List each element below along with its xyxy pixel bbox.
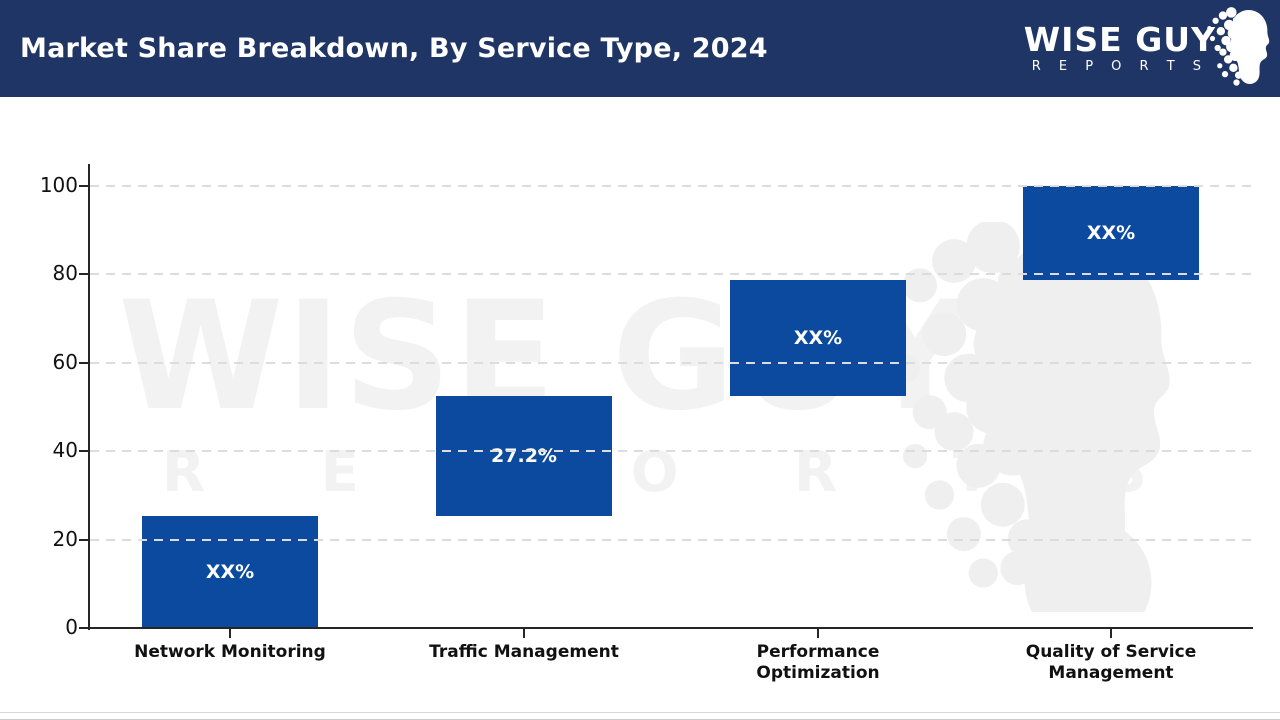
category-label-line: Optimization [756,663,880,683]
category-label-line: Quality of Service [1025,642,1197,662]
x-tick-mark [229,629,231,638]
category-label: Performance Optimization [678,642,958,684]
y-axis-line [88,164,90,630]
bar-traffic-management: 27.2% [436,395,612,517]
page-title: Market Share Breakdown, By Service Type,… [20,33,768,64]
bar-label: XX% [205,561,255,584]
logo-face-icon [1207,6,1270,86]
logo-wordmark: WISE GUY [1023,20,1216,59]
y-tick-mark [79,361,88,364]
y-tick-label: 60 [52,349,78,374]
category-label-line: Performance [756,642,880,662]
y-tick-mark [79,450,88,453]
bottom-hairline [0,712,1280,713]
y-tick-label: 0 [65,615,78,639]
y-tick-mark [79,627,88,629]
bar-label: XX% [793,327,843,350]
bar-network-monitoring: XX% [142,516,318,628]
x-tick-mark [817,629,819,638]
category-label-line: Network Monitoring [134,642,326,662]
y-tick-mark [79,185,88,187]
bar-performance-optimization: XX% [730,280,906,396]
y-tick-mark [79,538,88,541]
category-label: Network Monitoring [90,642,370,663]
y-tick-label: 20 [52,526,78,551]
category-label-line: Management [1048,663,1174,683]
y-tick-label: 80 [52,261,78,286]
x-axis-line [88,627,1253,629]
y-tick-label: 40 [52,438,78,463]
logo-subtext: R E P O R T S [1031,59,1209,74]
x-tick-mark [523,629,525,638]
gridline [90,538,1253,541]
y-tick-mark [79,273,88,276]
x-tick-mark [1110,629,1112,638]
header: Market Share Breakdown, By Service Type,… [0,0,1280,97]
bar-label: 27.2% [491,445,557,468]
gridline [90,361,1253,364]
category-label-line: Traffic Management [429,642,619,662]
gridline [90,185,1253,187]
category-label: Quality of Service Management [971,642,1251,684]
y-tick-label: 100 [39,173,78,197]
gridline [90,450,1253,453]
bar-label: XX% [1086,222,1136,245]
gridline [90,273,1253,276]
bar-quality-of-service-management: XX% [1023,186,1199,281]
logo: WISE GUY R E P O R T S [1024,6,1280,91]
category-label: Traffic Management [384,642,664,663]
logo-text: WISE GUY R E P O R T S [1024,23,1216,74]
